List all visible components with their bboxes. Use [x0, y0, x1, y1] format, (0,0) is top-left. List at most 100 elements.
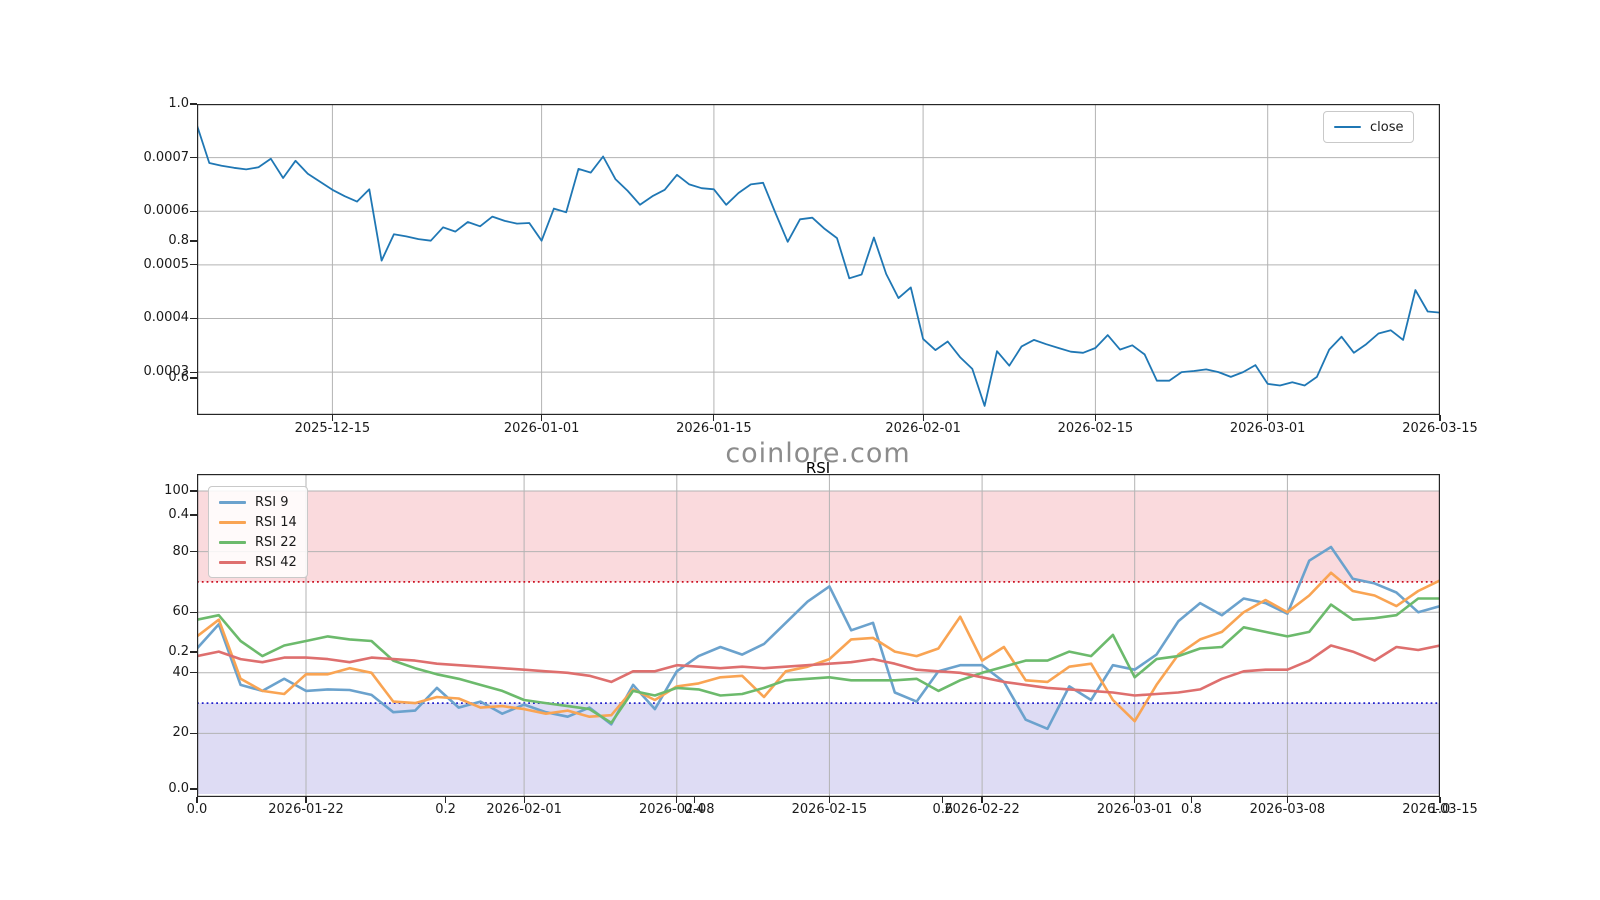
figure-y-tick-0.2: 0.2: [168, 644, 189, 659]
rsi14-line-swatch: [219, 520, 246, 524]
legend-item-rsi22: RSI 22: [219, 532, 297, 552]
price-x-tick-2026-01-01: 2026-01-01: [503, 421, 580, 436]
price-x-tick-2026-03-15: 2026-03-15: [1402, 421, 1478, 436]
price-x-tick-2025-12-15: 2025-12-15: [294, 421, 371, 436]
x-tick-mark: [196, 797, 198, 803]
y-tick-mark: [190, 732, 197, 734]
rsi-x-tick-2026-03-01: 2026-03-01: [1096, 802, 1173, 817]
legend-item-rsi9: RSI 9: [219, 492, 297, 512]
band: [197, 491, 1440, 582]
series-rsi-9: [197, 545, 1440, 731]
x-tick-mark: [1094, 415, 1096, 421]
x-tick-mark: [523, 797, 525, 803]
figure-y-tick-0.4: 0.4: [168, 507, 189, 522]
figure-x-tick-0.0: 0.0: [186, 802, 208, 817]
rsi-x-tick-2026-02-01: 2026-02-01: [486, 802, 562, 817]
figure-x-tick-0.4: 0.4: [683, 802, 705, 817]
legend-label-close: close: [1370, 119, 1404, 135]
price-x-tick-2026-03-01: 2026-03-01: [1229, 421, 1306, 436]
y-tick-mark: [190, 377, 197, 379]
y-tick-mark: [190, 490, 197, 492]
y-tick-mark: [190, 240, 197, 242]
legend-label-rsi42: RSI 42: [255, 554, 297, 570]
rsi-x-tick-2026-02-15: 2026-02-15: [791, 802, 868, 817]
figure-y-tick-0.0: 0.0: [168, 781, 189, 796]
legend-item-close: close: [1334, 117, 1403, 137]
band: [197, 703, 1440, 794]
y-tick-mark: [190, 210, 197, 212]
rsi-chart: [197, 474, 1440, 797]
price-y-tick-0.0007: 0.0007: [143, 149, 190, 165]
rsi-legend: RSI 9 RSI 14 RSI 22 RSI 42: [208, 486, 308, 578]
price-x-tick-2026-02-15: 2026-02-15: [1057, 421, 1134, 436]
y-tick-mark: [190, 611, 197, 613]
price-y-tick-0.0005: 0.0005: [143, 256, 190, 272]
price-x-tick-2026-01-15: 2026-01-15: [676, 421, 752, 436]
y-tick-mark: [190, 672, 197, 674]
rsi-y-tick-80: 80: [172, 543, 189, 559]
x-tick-mark: [1190, 797, 1192, 803]
legend-label-rsi9: RSI 9: [255, 494, 289, 510]
x-tick-mark: [1439, 797, 1441, 803]
y-tick-mark: [190, 550, 197, 553]
price-legend: close: [1323, 111, 1415, 143]
legend-item-rsi14: RSI 14: [219, 512, 297, 532]
y-tick-mark: [190, 651, 197, 653]
rsi-x-tick-2026-03-15: 2026-03-15: [1402, 802, 1478, 817]
legend-label-rsi14: RSI 14: [255, 514, 297, 530]
figure-x-tick-1.0: 1.0: [1429, 802, 1451, 817]
figure-y-tick-0.8: 0.8: [168, 233, 189, 248]
close-line-swatch: [1334, 126, 1361, 128]
y-tick-mark: [190, 371, 197, 373]
y-tick-mark: [190, 317, 197, 320]
series-rsi-14: [197, 571, 1440, 723]
figure-x-tick-0.8: 0.8: [1181, 802, 1202, 817]
y-tick-mark: [190, 788, 197, 790]
watermark: coinlore.com: [725, 438, 911, 469]
x-tick-mark: [922, 415, 924, 421]
rsi-y-tick-60: 60: [172, 604, 189, 620]
x-tick-mark: [540, 415, 543, 421]
series-rsi-42: [197, 644, 1440, 697]
price-y-tick-0.0003: 0.0003: [143, 364, 190, 380]
legend-label-rsi22: RSI 22: [255, 534, 297, 550]
y-tick-mark: [190, 103, 197, 105]
x-tick-mark: [942, 797, 944, 803]
rsi22-line-swatch: [219, 540, 246, 544]
x-tick-mark: [1134, 797, 1136, 803]
x-tick-mark: [1439, 415, 1441, 421]
x-tick-mark: [331, 415, 333, 421]
figure-y-tick-1.0: 1.0: [168, 96, 189, 111]
plot-border: [197, 104, 1440, 415]
y-tick-mark: [190, 514, 197, 516]
price-y-tick-0.0004: 0.0004: [143, 310, 190, 326]
x-tick-mark: [1286, 797, 1288, 803]
rsi42-line-swatch: [219, 560, 246, 564]
x-tick-mark: [445, 797, 447, 803]
rsi-x-tick-2026-03-08: 2026-03-08: [1249, 802, 1326, 817]
price-x-tick-2026-02-01: 2026-02-01: [885, 421, 961, 436]
x-tick-mark: [693, 797, 695, 803]
y-tick-mark: [190, 157, 197, 159]
x-tick-mark: [305, 797, 307, 803]
x-tick-mark: [1267, 415, 1269, 421]
price-y-tick-0.0006: 0.0006: [143, 203, 190, 219]
price-chart: [197, 104, 1440, 415]
x-tick-mark: [713, 415, 715, 421]
rsi-y-tick-100: 100: [164, 482, 189, 498]
figure-x-tick-0.2: 0.2: [435, 802, 456, 817]
rsi-y-tick-40: 40: [172, 664, 189, 680]
x-tick-mark: [981, 797, 983, 803]
x-tick-mark: [676, 797, 678, 803]
rsi-title: RSI: [805, 459, 831, 477]
plot-border: [197, 474, 1440, 797]
legend-item-rsi42: RSI 42: [219, 552, 297, 572]
series-close: [197, 124, 1440, 407]
rsi9-line-swatch: [219, 500, 246, 504]
rsi-y-tick-20: 20: [172, 725, 189, 741]
figure-y-tick-0.6: 0.6: [168, 370, 189, 385]
figure-x-tick-0.6: 0.6: [932, 802, 954, 817]
x-tick-mark: [828, 797, 830, 803]
series-rsi-22: [197, 597, 1440, 725]
